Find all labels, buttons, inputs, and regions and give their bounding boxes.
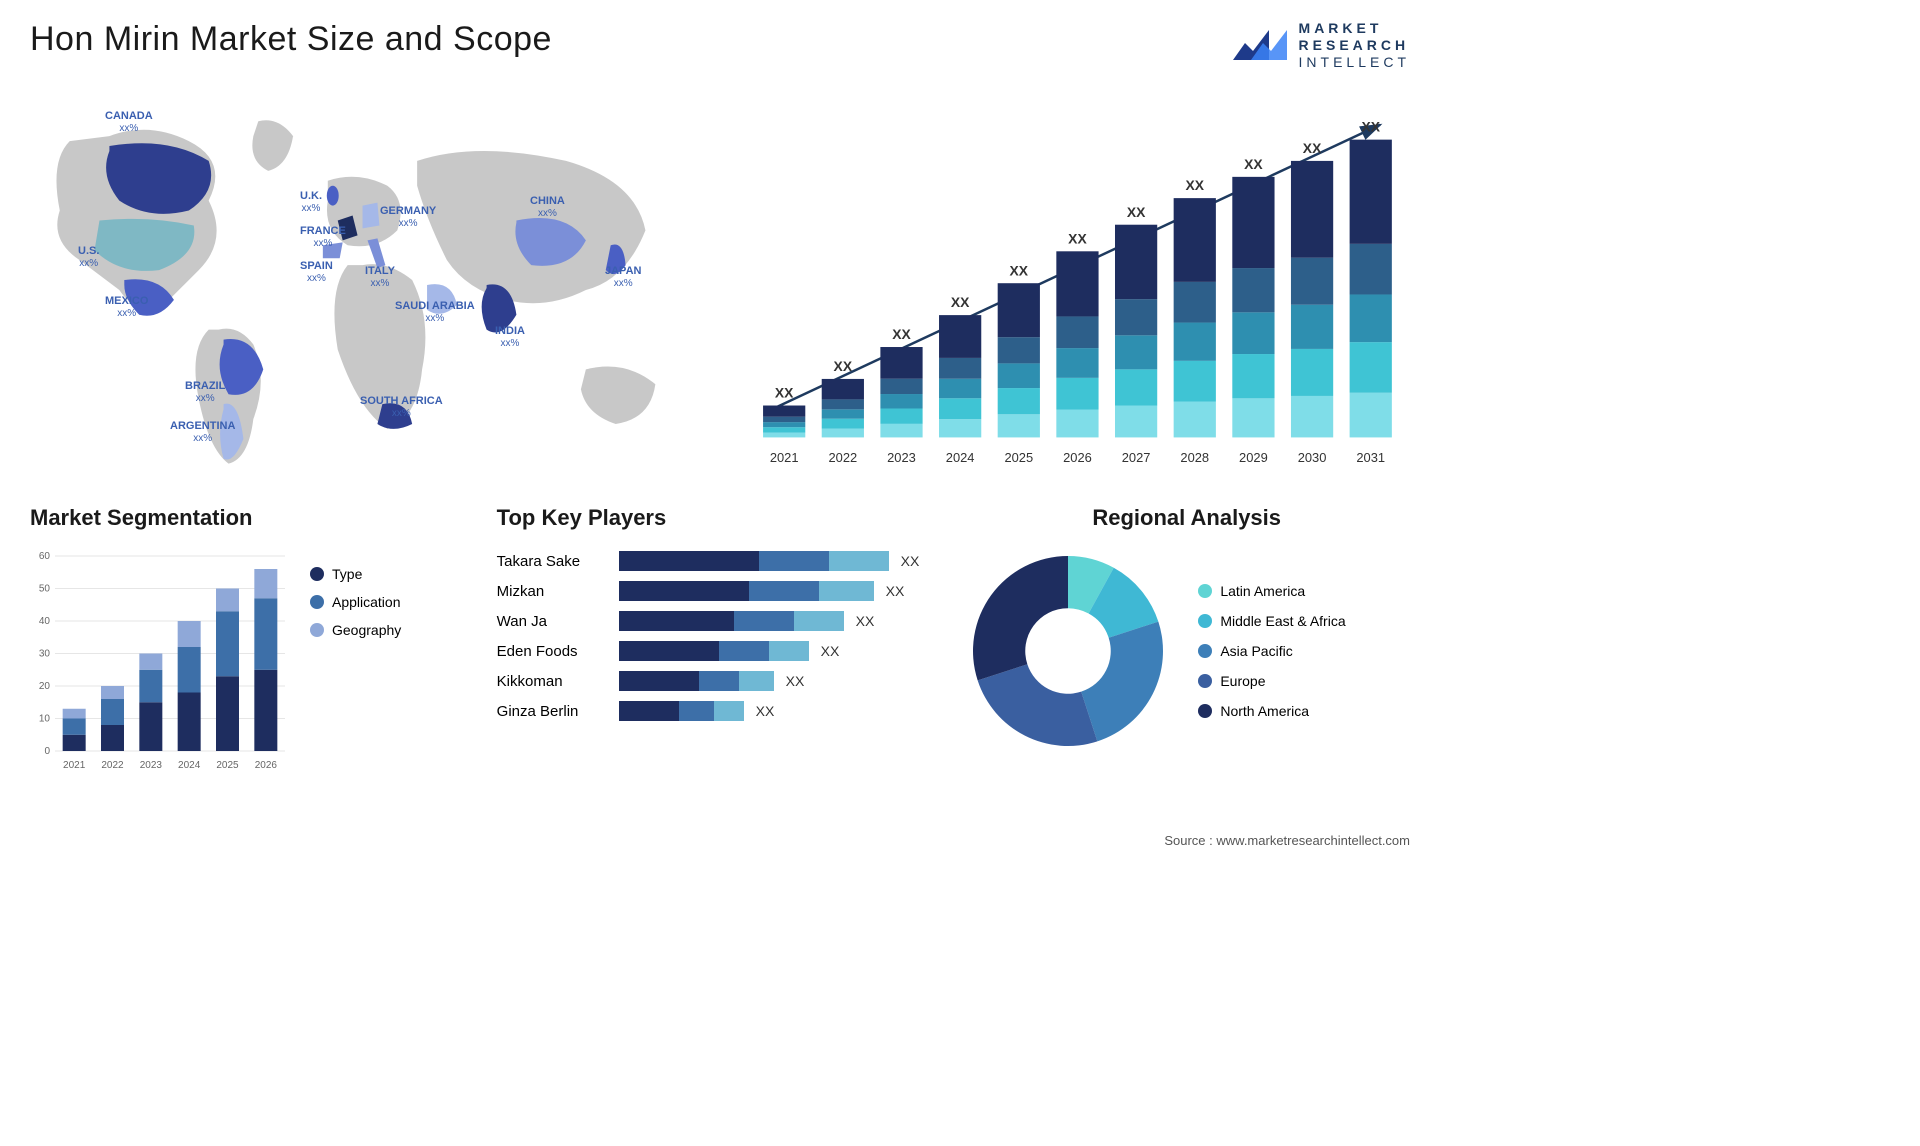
svg-text:2025: 2025	[1004, 451, 1033, 466]
key-players-list: Takara SakeXX MizkanXX Wan JaXX Eden FoodsX…	[497, 546, 944, 721]
legend-item: Middle East & Africa	[1198, 613, 1345, 629]
legend-item: Asia Pacific	[1198, 643, 1345, 659]
svg-text:XX: XX	[775, 385, 794, 401]
player-row: MizkanXX	[497, 581, 944, 601]
svg-text:2025: 2025	[216, 760, 239, 771]
svg-text:XX: XX	[1068, 231, 1087, 247]
logo: MARKET RESEARCH INTELLECT	[1231, 20, 1410, 70]
svg-text:XX: XX	[1010, 263, 1029, 279]
player-row: Takara SakeXX	[497, 551, 944, 571]
player-row: Eden FoodsXX	[497, 641, 944, 661]
svg-text:0: 0	[44, 746, 50, 757]
legend-item: Application	[310, 594, 401, 610]
svg-text:2021: 2021	[63, 760, 86, 771]
source-text: Source : www.marketresearchintellect.com	[1164, 833, 1410, 848]
svg-text:XX: XX	[951, 295, 970, 311]
segmentation-legend: Type Application Geography	[310, 546, 401, 776]
legend-item: Geography	[310, 622, 401, 638]
svg-text:2030: 2030	[1298, 451, 1327, 466]
map-label: FRANCExx%	[300, 225, 346, 249]
regional-legend: Latin America Middle East & Africa Asia Pa…	[1198, 583, 1345, 719]
svg-text:30: 30	[39, 649, 51, 660]
regional-donut	[963, 546, 1173, 756]
world-map: CANADAxx% U.S.xx% MEXICOxx% BRAZILxx% ARGENT…	[30, 90, 705, 480]
svg-text:XX: XX	[892, 326, 911, 342]
key-players-panel: Top Key Players Takara SakeXX MizkanXX Wan…	[497, 505, 944, 785]
segmentation-chart: 0 10 20 30 40 50 60 2021 2022 2023 2024 2025 2026	[30, 546, 290, 776]
svg-text:XX: XX	[1127, 204, 1146, 220]
legend-item: Type	[310, 566, 401, 582]
map-label: INDIAxx%	[495, 325, 525, 349]
map-label: CHINAxx%	[530, 195, 565, 219]
svg-text:50: 50	[39, 584, 51, 595]
map-label: GERMANYxx%	[380, 205, 436, 229]
map-label: SPAINxx%	[300, 260, 333, 284]
segmentation-panel: Market Segmentation 0 10 20 30 40 50 60 2021 202…	[30, 505, 477, 785]
map-label: U.S.xx%	[78, 245, 99, 269]
growth-chart-svg: XX 2021 XX 2022 XX 2023 XX 2024 XX 2025 XX 2026 XX 20…	[735, 90, 1410, 477]
regional-panel: Regional Analysis Latin America Middle Ea…	[963, 505, 1410, 785]
logo-mark-icon	[1231, 25, 1291, 65]
growth-bar-chart: XX 2021 XX 2022 XX 2023 XX 2024 XX 2025 XX 2026 XX 20…	[735, 90, 1410, 480]
svg-text:2031: 2031	[1356, 451, 1385, 466]
map-label: BRAZILxx%	[185, 380, 225, 404]
player-row: KikkomanXX	[497, 671, 944, 691]
legend-item: North America	[1198, 703, 1345, 719]
svg-text:2026: 2026	[1063, 451, 1092, 466]
svg-text:2026: 2026	[255, 760, 278, 771]
legend-item: Europe	[1198, 673, 1345, 689]
map-label: MEXICOxx%	[105, 295, 148, 319]
svg-text:20: 20	[39, 681, 51, 692]
svg-text:2028: 2028	[1180, 451, 1209, 466]
svg-text:XX: XX	[1186, 178, 1205, 194]
map-label: CANADAxx%	[105, 110, 153, 134]
page-title: Hon Mirin Market Size and Scope	[30, 20, 552, 59]
svg-text:10: 10	[39, 714, 51, 725]
key-players-title: Top Key Players	[497, 505, 944, 531]
svg-text:2024: 2024	[946, 451, 975, 466]
svg-text:XX: XX	[1361, 119, 1380, 135]
svg-text:2029: 2029	[1239, 451, 1268, 466]
regional-title: Regional Analysis	[963, 505, 1410, 531]
svg-text:2022: 2022	[828, 451, 857, 466]
map-label: U.K.xx%	[300, 190, 322, 214]
svg-text:40: 40	[39, 616, 51, 627]
svg-text:2022: 2022	[101, 760, 124, 771]
svg-text:2023: 2023	[140, 760, 163, 771]
map-label: ARGENTINAxx%	[170, 420, 235, 444]
svg-text:2021: 2021	[770, 451, 799, 466]
player-row: Ginza BerlinXX	[497, 701, 944, 721]
map-label: ITALYxx%	[365, 265, 395, 289]
map-label: JAPANxx%	[605, 265, 641, 289]
svg-text:XX: XX	[1244, 156, 1263, 172]
segmentation-title: Market Segmentation	[30, 505, 477, 531]
map-label: SOUTH AFRICAxx%	[360, 395, 443, 419]
svg-text:XX: XX	[834, 358, 853, 374]
svg-text:2027: 2027	[1122, 451, 1151, 466]
logo-text: MARKET RESEARCH INTELLECT	[1299, 20, 1410, 70]
svg-text:2024: 2024	[178, 760, 201, 771]
svg-text:2023: 2023	[887, 451, 916, 466]
svg-text:XX: XX	[1303, 140, 1322, 156]
map-label: SAUDI ARABIAxx%	[395, 300, 475, 324]
player-row: Wan JaXX	[497, 611, 944, 631]
legend-item: Latin America	[1198, 583, 1345, 599]
svg-text:60: 60	[39, 551, 51, 562]
